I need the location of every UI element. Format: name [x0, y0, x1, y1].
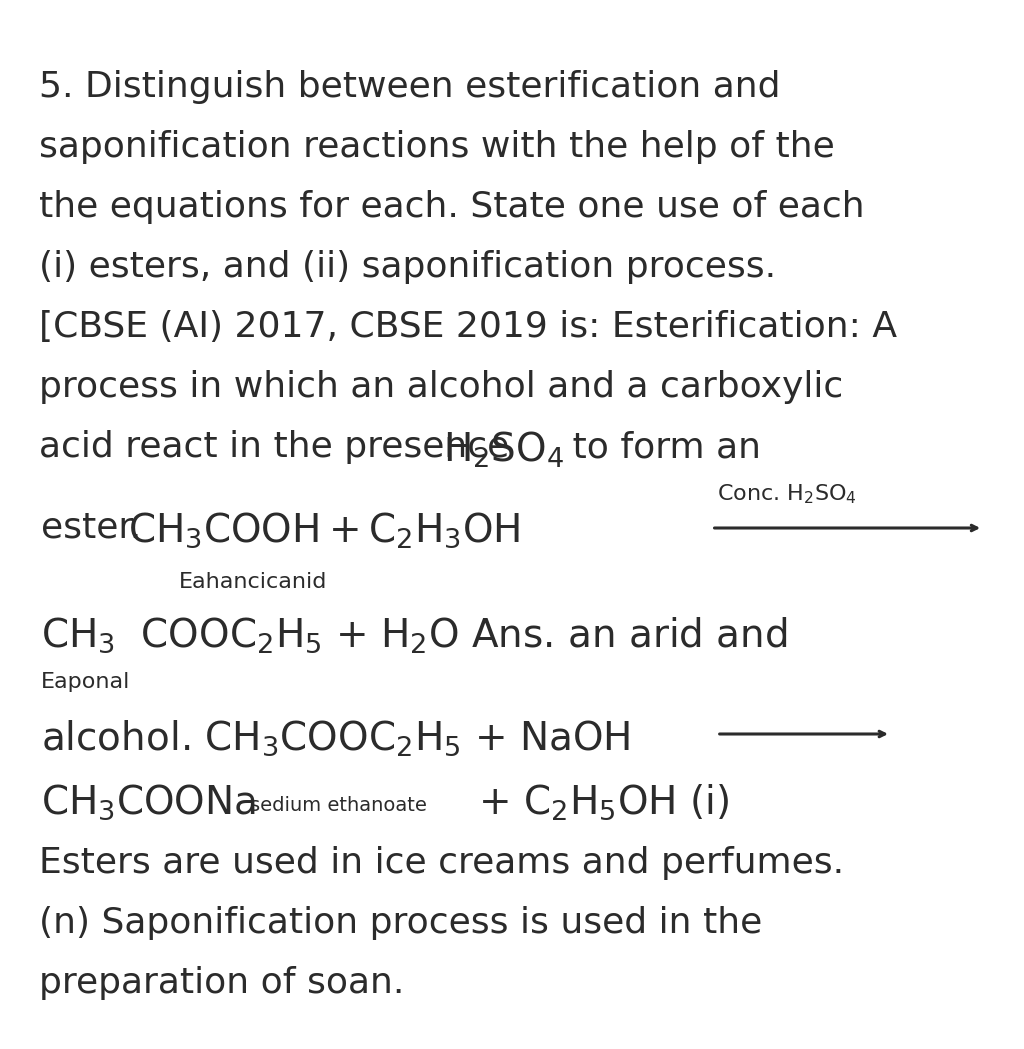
Text: 5. Distinguish between esterification and: 5. Distinguish between esterification an… [39, 70, 780, 104]
Text: saponification reactions with the help of the: saponification reactions with the help o… [39, 130, 835, 164]
Text: Eahancicanid: Eahancicanid [179, 572, 328, 592]
Text: $\mathregular{CH_3}$  $\mathregular{COOC_2H_5}$ + $\mathregular{H_2O}$ Ans. an a: $\mathregular{CH_3}$ $\mathregular{COOC_… [41, 615, 787, 655]
Text: $\mathregular{CH_3COOH + C_2H_3OH}$: $\mathregular{CH_3COOH + C_2H_3OH}$ [128, 510, 520, 550]
Text: acid react in the presence: acid react in the presence [39, 430, 520, 464]
Text: Eaponal: Eaponal [41, 672, 130, 692]
Text: ester.: ester. [41, 510, 153, 544]
Text: $\mathregular{CH_3COONa}$: $\mathregular{CH_3COONa}$ [41, 782, 256, 821]
Text: (i) esters, and (ii) saponification process.: (i) esters, and (ii) saponification proc… [39, 250, 776, 284]
Text: Esters are used in ice creams and perfumes.: Esters are used in ice creams and perfum… [39, 845, 844, 880]
Text: + $\mathregular{C_2H_5OH}$ (i): + $\mathregular{C_2H_5OH}$ (i) [466, 782, 729, 821]
Text: the equations for each. State one use of each: the equations for each. State one use of… [39, 190, 864, 224]
Text: sedium ethanoate: sedium ethanoate [250, 796, 427, 815]
Text: preparation of soan.: preparation of soan. [39, 966, 404, 1000]
Text: process in which an alcohol and a carboxylic: process in which an alcohol and a carbox… [39, 370, 843, 404]
Text: alcohol. $\mathregular{CH_3COOC_2H_5}$ + NaOH: alcohol. $\mathregular{CH_3COOC_2H_5}$ +… [41, 718, 630, 757]
Text: to form an: to form an [561, 430, 761, 464]
Text: (n) Saponification process is used in the: (n) Saponification process is used in th… [39, 906, 762, 940]
Text: [CBSE (AI) 2017, CBSE 2019 is: Esterification: A: [CBSE (AI) 2017, CBSE 2019 is: Esterific… [39, 311, 897, 344]
Text: Conc. $\mathregular{H_2SO_4}$: Conc. $\mathregular{H_2SO_4}$ [717, 481, 857, 506]
Text: $\mathregular{H_2SO_4}$: $\mathregular{H_2SO_4}$ [443, 430, 565, 470]
